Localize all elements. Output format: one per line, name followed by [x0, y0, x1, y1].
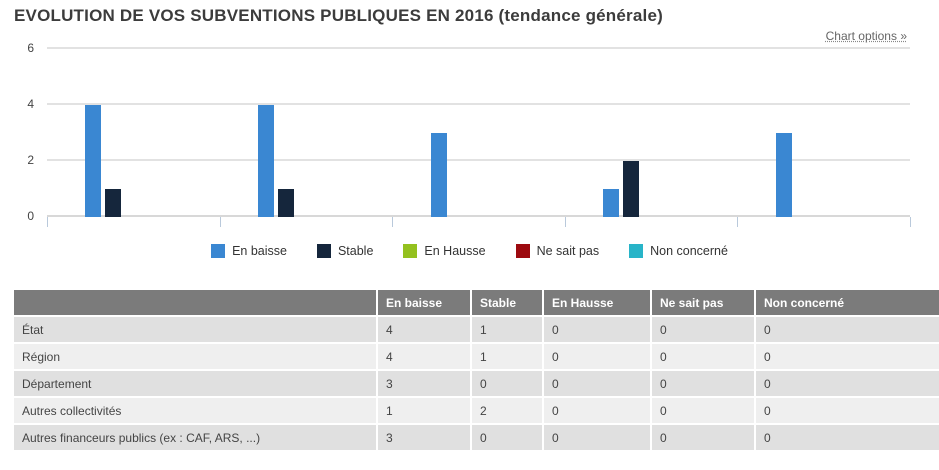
row-value-cell: 0	[544, 344, 650, 369]
table-column-header	[14, 290, 376, 315]
row-label: État	[14, 317, 376, 342]
row-value-cell: 1	[472, 344, 542, 369]
data-table: En baisse Stable En Hausse Ne sait pas Non c…	[12, 288, 939, 452]
table-column-header: Ne sait pas	[652, 290, 754, 315]
table-row: Autres financeurs publics (ex : CAF, ARS…	[14, 425, 939, 450]
bar-chart: 6 4 2 0	[0, 40, 939, 240]
row-label: Autres financeurs publics (ex : CAF, ARS…	[14, 425, 376, 450]
row-value-cell: 0	[756, 344, 939, 369]
row-value-cell: 1	[472, 317, 542, 342]
x-axis-tick	[910, 217, 911, 227]
row-value-cell: 0	[544, 317, 650, 342]
row-value-cell: 0	[472, 425, 542, 450]
legend-swatch-icon	[515, 244, 530, 258]
table-row: Autres collectivités 1 2 0 0 0	[14, 398, 939, 423]
legend-label: Stable	[337, 244, 374, 258]
row-value-cell: 0	[652, 344, 754, 369]
legend-item-Non concerné[interactable]: Non concerné	[629, 244, 728, 258]
legend-label: En baisse	[232, 244, 287, 258]
x-axis-tick	[737, 217, 738, 227]
row-value-cell: 3	[378, 371, 470, 396]
bar-Stable-Autres collectivités	[623, 161, 639, 217]
table-column-header: Non concerné	[756, 290, 939, 315]
table-column-header: En baisse	[378, 290, 470, 315]
row-value-cell: 0	[472, 371, 542, 396]
plot-area	[47, 40, 911, 230]
x-axis-tick	[47, 217, 48, 227]
y-axis-label: 0	[27, 209, 34, 223]
gridline-y4	[47, 103, 910, 105]
bar-En baisse-Département	[431, 133, 447, 217]
legend-label: Ne sait pas	[536, 244, 600, 258]
x-axis-tick	[565, 217, 566, 227]
y-axis-label: 4	[27, 97, 34, 111]
row-value-cell: 0	[652, 398, 754, 423]
legend-item-Stable[interactable]: Stable	[316, 244, 374, 258]
row-value-cell: 0	[652, 371, 754, 396]
bar-En baisse-État	[85, 105, 101, 217]
row-value-cell: 3	[378, 425, 470, 450]
row-label: Département	[14, 371, 376, 396]
gridline-y6	[47, 47, 910, 49]
x-axis-tick	[392, 217, 393, 227]
legend-item-Ne sait pas[interactable]: Ne sait pas	[515, 244, 600, 258]
page-title: EVOLUTION DE VOS SUBVENTIONS PUBLIQUES E…	[14, 6, 663, 25]
chart-options-link[interactable]: Chart options »	[825, 29, 907, 43]
table-body: État 4 1 0 0 0 Région 4 1 0 0 0 Département 3 0 0 0 0 Autr…	[14, 317, 939, 450]
row-label: Région	[14, 344, 376, 369]
legend-swatch-icon	[211, 244, 226, 258]
row-value-cell: 0	[652, 317, 754, 342]
row-value-cell: 0	[544, 371, 650, 396]
y-axis-label: 2	[27, 153, 34, 167]
table-column-header: En Hausse	[544, 290, 650, 315]
row-value-cell: 2	[472, 398, 542, 423]
row-label: Autres collectivités	[14, 398, 376, 423]
row-value-cell: 0	[544, 398, 650, 423]
chart-legend: En baisse Stable En Hausse Ne sait pas Non c…	[0, 244, 939, 258]
bar-En baisse-Autres financeurs publics (ex : CAF, ARS, ...)	[776, 133, 792, 217]
gridline-y2	[47, 159, 910, 161]
row-value-cell: 1	[378, 398, 470, 423]
bar-En baisse-Autres collectivités	[603, 189, 619, 217]
bar-Stable-Région	[278, 189, 294, 217]
table-header-row: En baisse Stable En Hausse Ne sait pas Non c…	[14, 290, 939, 315]
row-value-cell: 4	[378, 344, 470, 369]
row-value-cell: 0	[756, 425, 939, 450]
bar-Stable-État	[105, 189, 121, 217]
legend-swatch-icon	[629, 244, 644, 258]
row-value-cell: 0	[756, 317, 939, 342]
table-row: État 4 1 0 0 0	[14, 317, 939, 342]
legend-swatch-icon	[316, 244, 331, 258]
bar-En baisse-Région	[258, 105, 274, 217]
row-value-cell: 0	[652, 425, 754, 450]
gridline-y0	[47, 215, 910, 217]
row-value-cell: 0	[544, 425, 650, 450]
row-value-cell: 0	[756, 398, 939, 423]
y-axis-label: 6	[27, 41, 34, 55]
table-column-header: Stable	[472, 290, 542, 315]
row-value-cell: 0	[756, 371, 939, 396]
row-value-cell: 4	[378, 317, 470, 342]
legend-label: En Hausse	[424, 244, 486, 258]
legend-item-En baisse[interactable]: En baisse	[211, 244, 287, 258]
legend-item-En Hausse[interactable]: En Hausse	[403, 244, 486, 258]
table-row: Département 3 0 0 0 0	[14, 371, 939, 396]
legend-swatch-icon	[403, 244, 418, 258]
legend-label: Non concerné	[650, 244, 728, 258]
table-row: Région 4 1 0 0 0	[14, 344, 939, 369]
x-axis-tick	[220, 217, 221, 227]
